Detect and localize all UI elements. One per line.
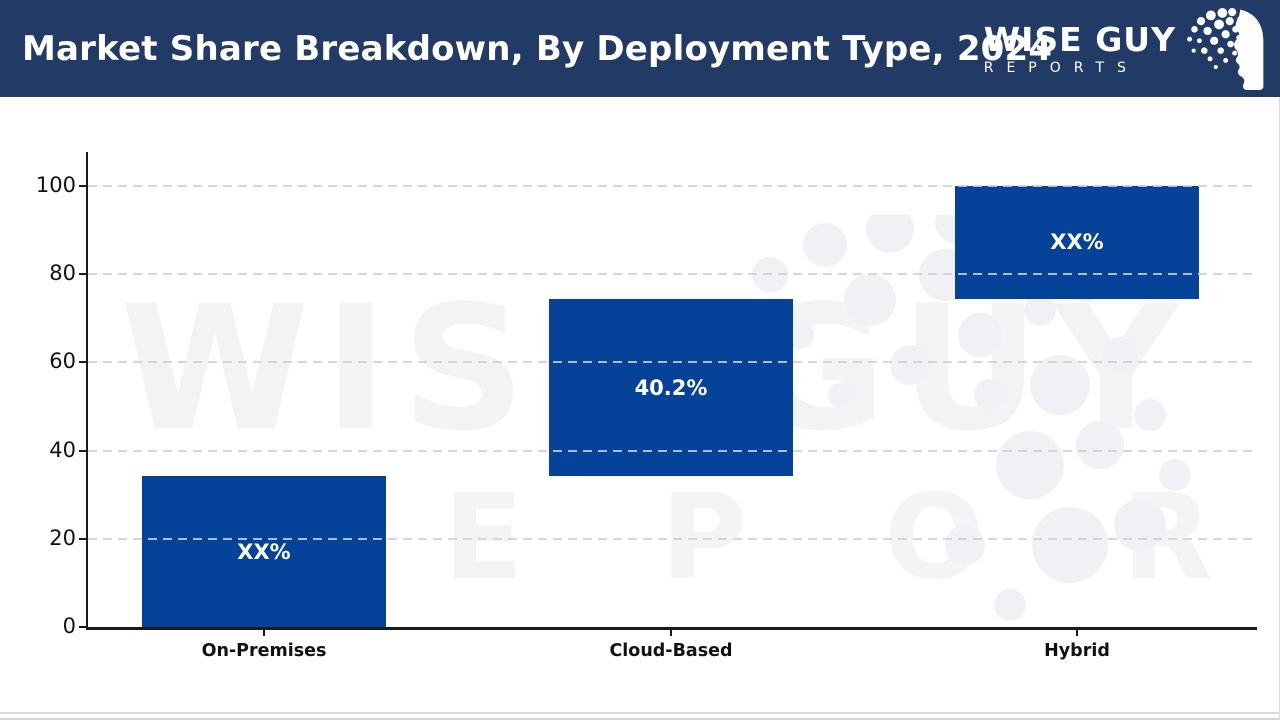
- wiseguy-head-icon: [1187, 8, 1264, 90]
- x-tick-mark-0: [263, 629, 265, 636]
- logo-wordmark: WISE GUY: [983, 19, 1176, 59]
- x-tick-label-0: On-Premises: [201, 641, 327, 661]
- bottom-edge-border: [0, 718, 1280, 720]
- gridline-40: [88, 449, 1257, 452]
- header-bar: Market Share Breakdown, By Deployment Ty…: [0, 0, 1280, 97]
- gridline-100: [88, 185, 1257, 187]
- bar-on-premises: XX%: [142, 476, 386, 627]
- bar-value-label: XX%: [1050, 230, 1104, 255]
- y-tick-label-40: 40: [49, 437, 76, 462]
- chart-area: 0 20 40 60 80 100 XX% On-Premises 40.2% Cloud-Bas…: [0, 97, 1280, 720]
- right-edge-border: [1278, 97, 1280, 720]
- bar-value-label: XX%: [237, 539, 291, 564]
- y-tick-mark-0: [79, 626, 88, 628]
- bar-hybrid: XX%: [955, 186, 1199, 299]
- y-tick-label-20: 20: [49, 525, 76, 550]
- y-tick-label-60: 60: [49, 349, 76, 374]
- gridline-80: [88, 273, 1257, 276]
- y-axis-line: [86, 152, 88, 629]
- bar-cloud-based: 40.2%: [549, 298, 793, 477]
- gridline-60: [88, 361, 1257, 364]
- x-axis-line: [86, 627, 1257, 630]
- gridline-20: [88, 537, 1257, 540]
- y-tick-label-100: 100: [35, 173, 76, 197]
- x-tick-mark-2: [1076, 629, 1078, 636]
- y-tick-mark-100: [79, 185, 88, 187]
- y-tick-mark-80: [79, 273, 88, 276]
- footer-divider: [0, 712, 1280, 714]
- bar-value-label: 40.2%: [634, 375, 708, 400]
- y-tick-mark-20: [79, 537, 88, 540]
- x-tick-label-1: Cloud-Based: [609, 641, 733, 661]
- y-tick-label-0: 0: [62, 614, 76, 638]
- y-tick-mark-60: [79, 361, 88, 364]
- page-title: Market Share Breakdown, By Deployment Ty…: [22, 28, 1053, 69]
- logo-subtitle: REPORTS: [983, 59, 1139, 76]
- y-tick-label-80: 80: [49, 261, 76, 286]
- x-tick-label-2: Hybrid: [1044, 641, 1110, 661]
- x-tick-mark-1: [670, 629, 672, 636]
- wiseguy-logo-text: WISE GUY REPORTS: [984, 23, 1176, 76]
- y-tick-mark-40: [79, 449, 88, 452]
- wiseguy-logo: WISE GUY REPORTS: [984, 8, 1268, 90]
